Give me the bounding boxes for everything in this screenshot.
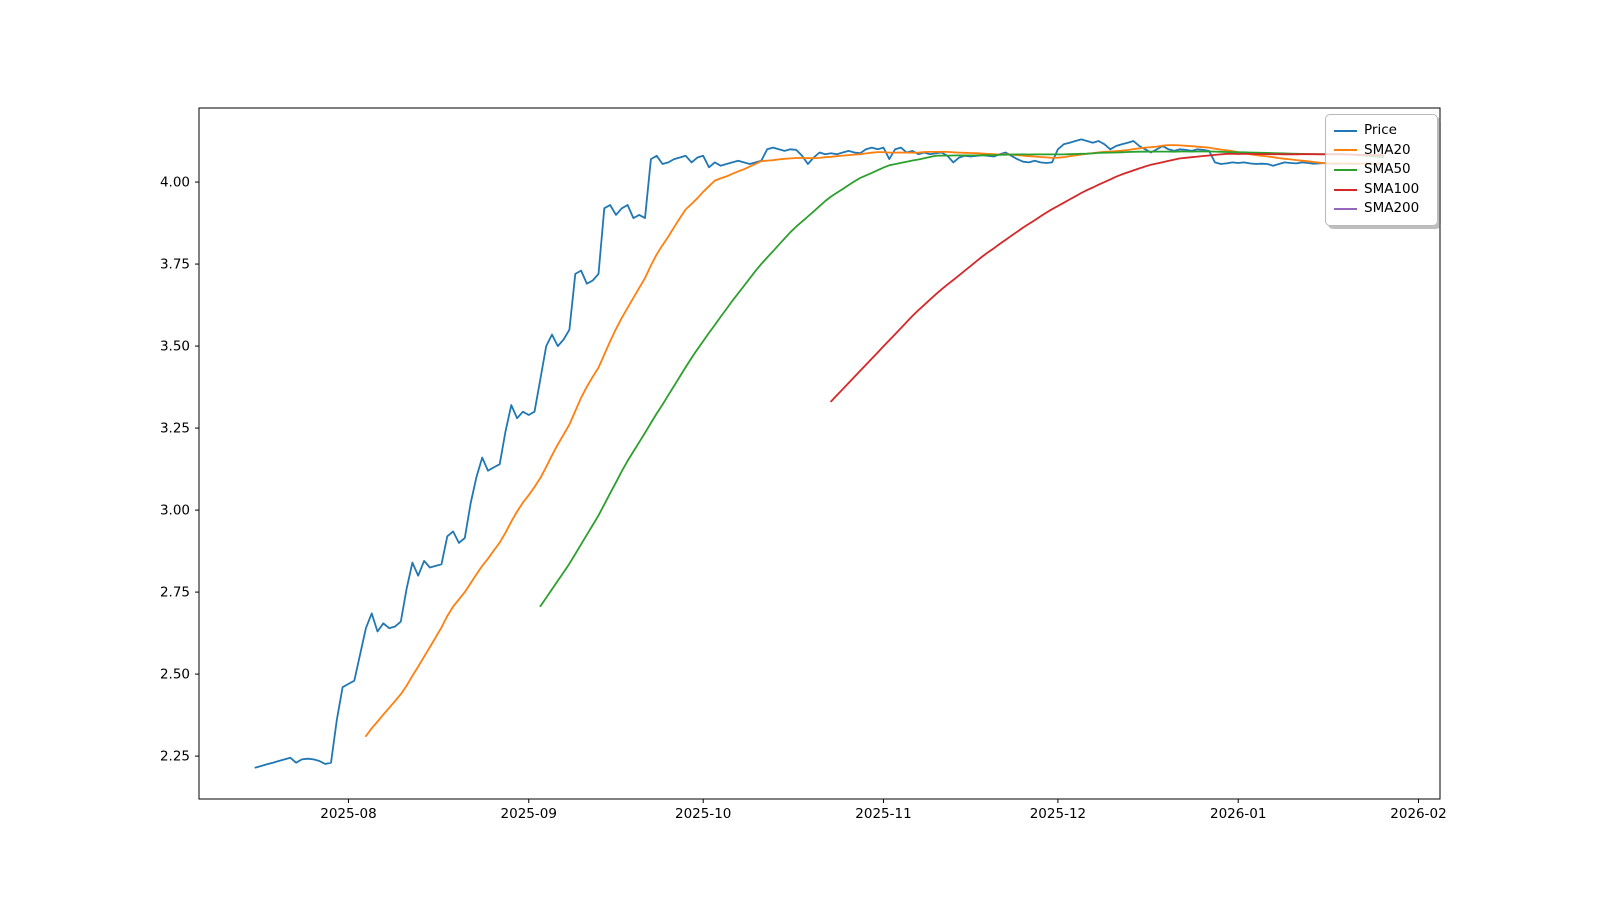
legend-label: SMA20: [1364, 141, 1411, 158]
x-tick-label: 2025-11: [855, 806, 911, 822]
y-tick-label: 2.75: [160, 585, 190, 601]
y-tick-label: 2.50: [160, 667, 190, 683]
legend-label: SMA200: [1364, 200, 1420, 217]
plot-area: [199, 108, 1440, 799]
price-line: [254, 138, 1385, 769]
legend-swatch: [1334, 129, 1357, 132]
y-tick-label: 3.25: [160, 421, 190, 437]
legend-label: Price: [1364, 122, 1397, 139]
legend: Price SMA20 SMA50 SMA100 SMA200: [1325, 114, 1438, 226]
x-tick-label: 2025-10: [675, 806, 731, 822]
legend-item: SMA200: [1334, 200, 1429, 219]
legend-item: SMA50: [1334, 160, 1429, 179]
y-tick-label: 3.75: [160, 257, 190, 273]
x-tick-label: 2025-09: [501, 806, 557, 822]
legend-label: SMA50: [1364, 161, 1411, 178]
y-tick-label: 3.00: [160, 503, 190, 519]
axes-spines: [198, 107, 1441, 800]
x-tick-label: 2025-08: [320, 806, 376, 822]
legend-item: Price: [1334, 121, 1429, 140]
x-tick-label: 2026-02: [1390, 806, 1446, 822]
legend-swatch: [1334, 168, 1357, 171]
legend-label: SMA100: [1364, 180, 1420, 197]
legend-swatch: [1334, 149, 1357, 152]
y-tick-label: 3.50: [160, 339, 190, 355]
sma100-line: [830, 152, 1385, 403]
y-tick-label: 2.25: [160, 749, 190, 765]
legend-swatch: [1334, 188, 1357, 191]
x-tick-label: 2025-12: [1030, 806, 1086, 822]
y-tick-label: 4.00: [160, 175, 190, 191]
sma50-line: [539, 150, 1385, 608]
legend-item: SMA20: [1334, 141, 1429, 160]
legend-item: SMA100: [1334, 180, 1429, 199]
x-tick-label: 2026-01: [1210, 806, 1266, 822]
legend-swatch: [1334, 208, 1357, 211]
sma20-line: [365, 144, 1385, 737]
